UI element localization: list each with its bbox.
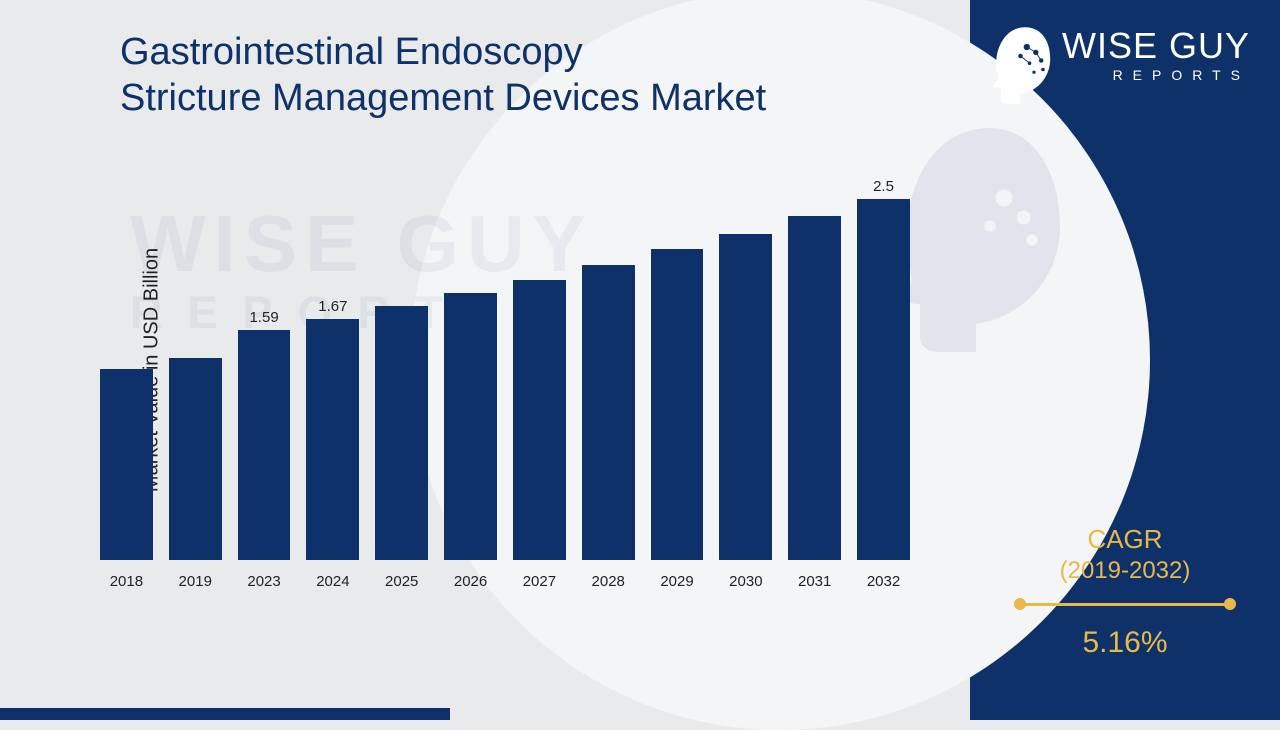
cagr-label: CAGR xyxy=(1010,524,1240,555)
bar-value-label: 1.59 xyxy=(238,309,291,326)
bar xyxy=(582,265,635,560)
x-axis-label: 2023 xyxy=(238,573,291,590)
cagr-period: (2019-2032) xyxy=(1010,557,1240,585)
bar-wrap xyxy=(719,234,772,560)
bar xyxy=(444,293,497,560)
bars-container: 1.59 1.67 2.5 xyxy=(100,170,910,560)
bar-wrap xyxy=(582,265,635,560)
chart-title: Gastrointestinal Endoscopy Stricture Man… xyxy=(120,30,766,121)
bar-wrap xyxy=(444,293,497,560)
x-axis-label: 2031 xyxy=(788,573,841,590)
bar-chart: Market Value in USD Billion 1.591.672.5 … xyxy=(90,150,910,590)
bar-wrap xyxy=(651,249,704,560)
x-axis-label: 2032 xyxy=(857,573,910,590)
bar-wrap: 1.59 xyxy=(238,330,291,560)
cagr-box: CAGR (2019-2032) 5.16% xyxy=(1010,524,1240,660)
bar xyxy=(238,330,291,560)
logo-main-text: WISE GUY xyxy=(1062,25,1250,67)
cagr-value: 5.16% xyxy=(1010,626,1240,660)
x-axis-label: 2030 xyxy=(719,573,772,590)
bar xyxy=(169,358,222,560)
x-axis-label: 2027 xyxy=(513,573,566,590)
bar-wrap xyxy=(788,216,841,560)
bar xyxy=(719,234,772,560)
brand-logo: WISE GUY REPORTS xyxy=(1062,25,1250,83)
bar-wrap xyxy=(100,369,153,560)
bar xyxy=(100,369,153,560)
bar xyxy=(651,249,704,560)
bar xyxy=(306,319,359,560)
bar xyxy=(857,199,910,560)
logo-sub-text: REPORTS xyxy=(1062,67,1250,83)
x-axis-label: 2026 xyxy=(444,573,497,590)
cagr-divider xyxy=(1020,603,1230,606)
x-axis-label: 2025 xyxy=(375,573,428,590)
bar-value-label: 1.67 xyxy=(306,298,359,315)
bar xyxy=(513,280,566,560)
bar-wrap xyxy=(375,306,428,560)
x-axis-label: 2019 xyxy=(169,573,222,590)
x-axis-label: 2029 xyxy=(651,573,704,590)
bar-wrap: 1.67 xyxy=(306,319,359,560)
bar-wrap xyxy=(513,280,566,560)
x-axis-labels: 2018 2019 2023 2024 2025 2026 2027 2028 2029 2030… xyxy=(100,573,910,590)
title-line-2: Stricture Management Devices Market xyxy=(120,76,766,122)
x-axis-label: 2024 xyxy=(306,573,359,590)
title-line-1: Gastrointestinal Endoscopy xyxy=(120,30,766,76)
bar xyxy=(788,216,841,560)
bar-wrap xyxy=(169,358,222,560)
bar-value-label: 2.5 xyxy=(857,178,910,195)
bottom-accent-bar xyxy=(0,708,450,720)
bar-wrap: 2.5 xyxy=(857,199,910,560)
x-axis-label: 2018 xyxy=(100,573,153,590)
x-axis-label: 2028 xyxy=(582,573,635,590)
bar xyxy=(375,306,428,560)
logo-head-icon xyxy=(980,20,1070,110)
